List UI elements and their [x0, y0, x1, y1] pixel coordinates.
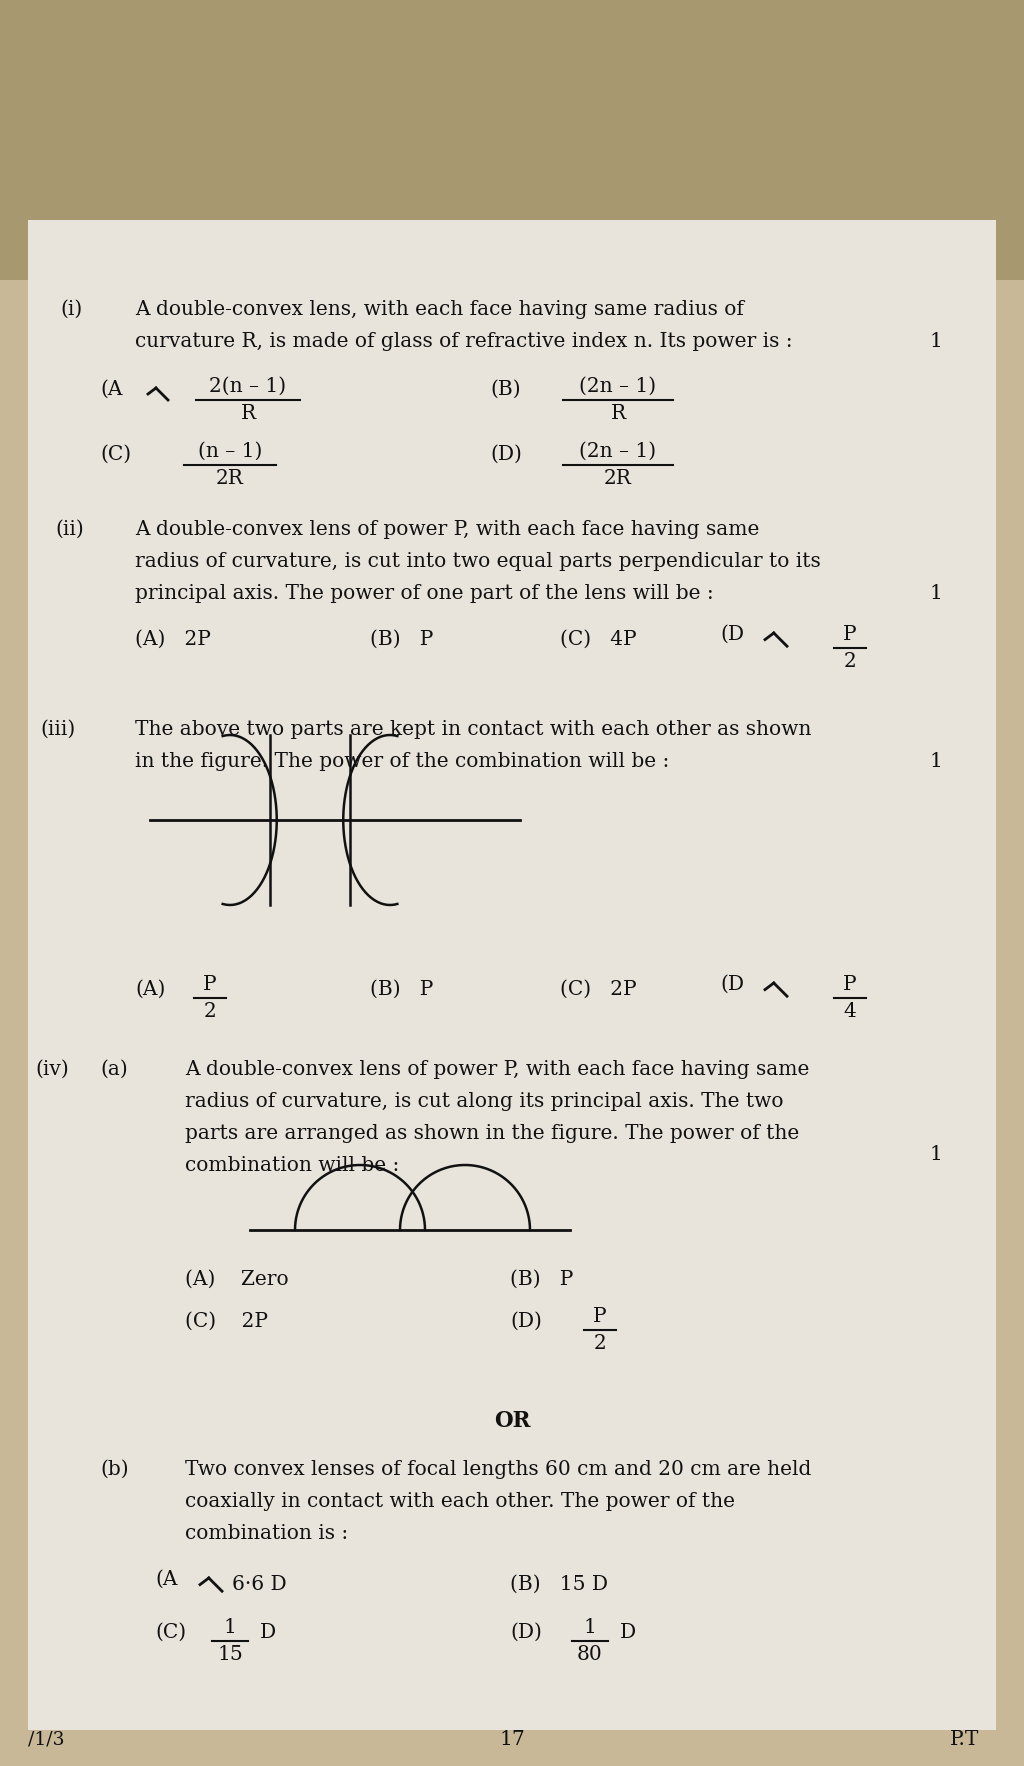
Text: 1: 1 [930, 332, 943, 351]
Text: R: R [241, 404, 256, 424]
Text: 80: 80 [578, 1644, 603, 1664]
Text: (A)    Zero: (A) Zero [185, 1270, 289, 1289]
Text: (i): (i) [60, 300, 82, 320]
Text: combination will be :: combination will be : [185, 1157, 399, 1174]
Text: parts are arranged as shown in the figure. The power of the: parts are arranged as shown in the figur… [185, 1123, 800, 1143]
Text: The above two parts are kept in contact with each other as shown: The above two parts are kept in contact … [135, 721, 811, 738]
Text: (2n – 1): (2n – 1) [580, 442, 656, 461]
Text: (B)   15 D: (B) 15 D [510, 1575, 608, 1595]
Text: (ii): (ii) [55, 519, 84, 539]
Text: (A: (A [155, 1570, 177, 1589]
Text: D: D [260, 1623, 276, 1642]
Text: 1: 1 [584, 1618, 596, 1637]
Text: (B)   P: (B) P [370, 630, 433, 648]
Text: 2(n – 1): 2(n – 1) [210, 376, 287, 396]
Text: (C): (C) [100, 445, 131, 464]
Text: 1: 1 [930, 585, 943, 602]
Text: combination is :: combination is : [185, 1524, 348, 1543]
Text: (B)   P: (B) P [510, 1270, 573, 1289]
Text: 2R: 2R [604, 470, 632, 487]
Text: in the figure. The power of the combination will be :: in the figure. The power of the combinat… [135, 752, 670, 772]
Text: (A): (A) [135, 980, 165, 1000]
Text: (n – 1): (n – 1) [198, 442, 262, 461]
Text: radius of curvature, is cut along its principal axis. The two: radius of curvature, is cut along its pr… [185, 1091, 783, 1111]
Text: Two convex lenses of focal lengths 60 cm and 20 cm are held: Two convex lenses of focal lengths 60 cm… [185, 1460, 811, 1478]
Bar [28, 221, 996, 1731]
Text: 2R: 2R [216, 470, 244, 487]
Text: (C)   2P: (C) 2P [560, 980, 637, 1000]
Text: (D: (D [720, 975, 744, 994]
Text: 2: 2 [844, 652, 856, 671]
Text: (D): (D) [510, 1312, 542, 1332]
Text: (C)    2P: (C) 2P [185, 1312, 268, 1332]
Text: 17: 17 [499, 1731, 525, 1748]
Text: (iv): (iv) [35, 1060, 69, 1079]
Text: A double-convex lens of power P, with each face having same: A double-convex lens of power P, with ea… [135, 519, 760, 539]
Text: P: P [203, 975, 217, 994]
Text: (B): (B) [490, 380, 520, 399]
Text: 1: 1 [223, 1618, 237, 1637]
Text: (b): (b) [100, 1460, 129, 1478]
Text: 6·6 D: 6·6 D [232, 1575, 287, 1595]
Text: P: P [593, 1307, 607, 1326]
Text: 2: 2 [204, 1001, 216, 1021]
Text: R: R [610, 404, 626, 424]
Text: principal axis. The power of one part of the lens will be :: principal axis. The power of one part of… [135, 585, 714, 602]
Text: /1/3: /1/3 [28, 1731, 65, 1748]
Text: curvature R, is made of glass of refractive index n. Its power is :: curvature R, is made of glass of refract… [135, 332, 793, 351]
Text: (C): (C) [155, 1623, 186, 1642]
Text: A double-convex lens of power P, with each face having same: A double-convex lens of power P, with ea… [185, 1060, 809, 1079]
Text: 1: 1 [930, 752, 943, 772]
Text: P: P [843, 975, 857, 994]
Bar [0, 0, 1024, 281]
Text: A double-convex lens, with each face having same radius of: A double-convex lens, with each face hav… [135, 300, 743, 320]
Text: (D): (D) [510, 1623, 542, 1642]
Text: 15: 15 [217, 1644, 243, 1664]
Text: 2: 2 [594, 1333, 606, 1353]
Text: coaxially in contact with each other. The power of the: coaxially in contact with each other. Th… [185, 1492, 735, 1512]
Text: (B)   P: (B) P [370, 980, 433, 1000]
Text: OR: OR [494, 1409, 530, 1432]
Text: (A)   2P: (A) 2P [135, 630, 211, 648]
Text: radius of curvature, is cut into two equal parts perpendicular to its: radius of curvature, is cut into two equ… [135, 553, 821, 570]
Text: P.T: P.T [950, 1731, 979, 1748]
Text: (D): (D) [490, 445, 522, 464]
Text: (2n – 1): (2n – 1) [580, 376, 656, 396]
Text: P: P [843, 625, 857, 645]
Text: (C)   4P: (C) 4P [560, 630, 637, 648]
Text: 4: 4 [844, 1001, 856, 1021]
Text: 1: 1 [930, 1144, 943, 1164]
Text: D: D [620, 1623, 636, 1642]
Text: (iii): (iii) [40, 721, 75, 738]
Text: (A: (A [100, 380, 123, 399]
Text: (D: (D [720, 625, 744, 645]
Text: (a): (a) [100, 1060, 128, 1079]
